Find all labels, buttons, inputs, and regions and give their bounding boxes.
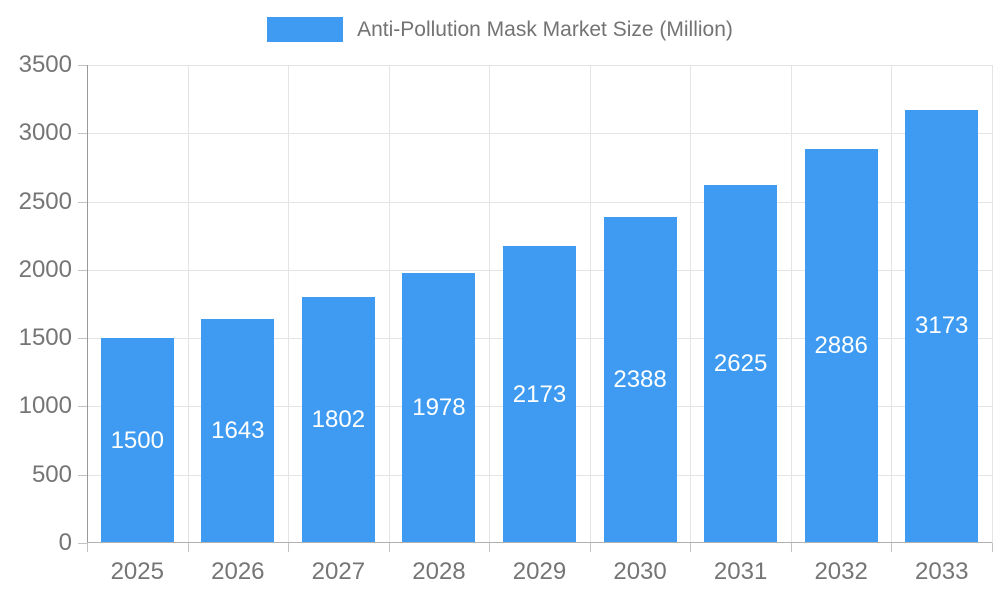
y-axis-label-3000: 3000 [18, 119, 72, 147]
y-axis-label-0: 0 [58, 529, 72, 556]
x-tick-7 [790, 543, 792, 552]
gridline-y-3500 [87, 65, 992, 66]
y-axis-label-1500: 1500 [18, 324, 72, 352]
y-tick-500 [78, 474, 87, 476]
x-axis-label-2031: 2031 [713, 558, 768, 585]
y-tick-2500 [78, 201, 87, 203]
legend[interactable]: Anti-Pollution Mask Market Size (Million… [0, 17, 1000, 42]
y-tick-0 [78, 543, 87, 544]
bar-value-label-2028: 1978 [412, 393, 466, 421]
bar-2026[interactable]: 1643 [201, 318, 275, 543]
x-tick-3 [388, 543, 390, 552]
y-tick-1500 [78, 338, 87, 340]
bar-value-label-2030: 2388 [613, 365, 667, 393]
y-tick-3000 [78, 133, 87, 135]
bar-2025[interactable]: 1500 [100, 338, 174, 543]
x-axis-label-2027: 2027 [311, 558, 366, 585]
x-tick-1 [187, 543, 189, 552]
y-axis-label-1000: 1000 [18, 392, 72, 420]
legend-label: Anti-Pollution Mask Market Size (Million… [357, 18, 733, 41]
gridline-x-5 [589, 65, 591, 543]
gridline-x-6 [690, 65, 692, 543]
y-tick-1000 [78, 406, 87, 408]
bar-2030[interactable]: 2388 [603, 216, 677, 543]
bar-value-label-2032: 2886 [814, 331, 868, 359]
x-tick-4 [489, 543, 491, 552]
bar-2028[interactable]: 1978 [402, 272, 476, 543]
x-tick-8 [891, 543, 893, 552]
y-tick-2000 [78, 269, 87, 271]
y-tick-3500 [78, 65, 87, 66]
bar-2033[interactable]: 3173 [905, 109, 979, 543]
bar-2032[interactable]: 2886 [804, 148, 878, 543]
bar-value-label-2029: 2173 [512, 380, 567, 408]
gridline-x-3 [388, 65, 390, 543]
gridline-y-2500 [87, 201, 992, 203]
x-axis-line [87, 542, 992, 543]
bar-2031[interactable]: 2625 [704, 184, 778, 543]
y-axis-label-3500: 3500 [18, 51, 72, 78]
gridline-x-7 [790, 65, 792, 543]
bar-value-label-2031: 2625 [713, 349, 768, 377]
x-axis-label-2029: 2029 [512, 558, 567, 585]
y-axis-label-2000: 2000 [18, 255, 72, 283]
gridline-x-1 [187, 65, 189, 543]
x-axis-label-2026: 2026 [211, 558, 265, 585]
bar-value-label-2026: 1643 [211, 416, 265, 444]
legend-swatch-icon [267, 17, 344, 42]
y-axis-line [87, 65, 88, 543]
x-axis-label-2025: 2025 [110, 558, 164, 585]
x-axis-label-2028: 2028 [412, 558, 466, 585]
x-tick-2 [288, 543, 290, 552]
gridline-x-8 [891, 65, 893, 543]
x-axis-label-2033: 2033 [915, 558, 969, 585]
gridline-x-9 [992, 65, 993, 543]
x-tick-0 [87, 543, 88, 552]
gridline-y-3000 [87, 133, 992, 135]
bar-value-label-2033: 3173 [915, 312, 969, 340]
x-axis-label-2032: 2032 [814, 558, 868, 585]
gridline-x-2 [288, 65, 290, 543]
plot-area: 1500 1643 1802 1978 2173 2388 2625 2886 3173 [78, 65, 993, 552]
bar-2029[interactable]: 2173 [503, 246, 576, 543]
x-tick-5 [589, 543, 591, 552]
bar-value-label-2025: 1500 [110, 426, 164, 454]
y-axis-label-2500: 2500 [18, 187, 72, 215]
bar-2027[interactable]: 1802 [301, 296, 375, 543]
x-axis-label-2030: 2030 [613, 558, 667, 585]
y-axis-label-500: 500 [31, 460, 72, 488]
bar-value-label-2027: 1802 [311, 405, 366, 433]
x-tick-6 [690, 543, 692, 552]
gridline-x-4 [489, 65, 491, 543]
x-tick-9 [992, 543, 993, 552]
